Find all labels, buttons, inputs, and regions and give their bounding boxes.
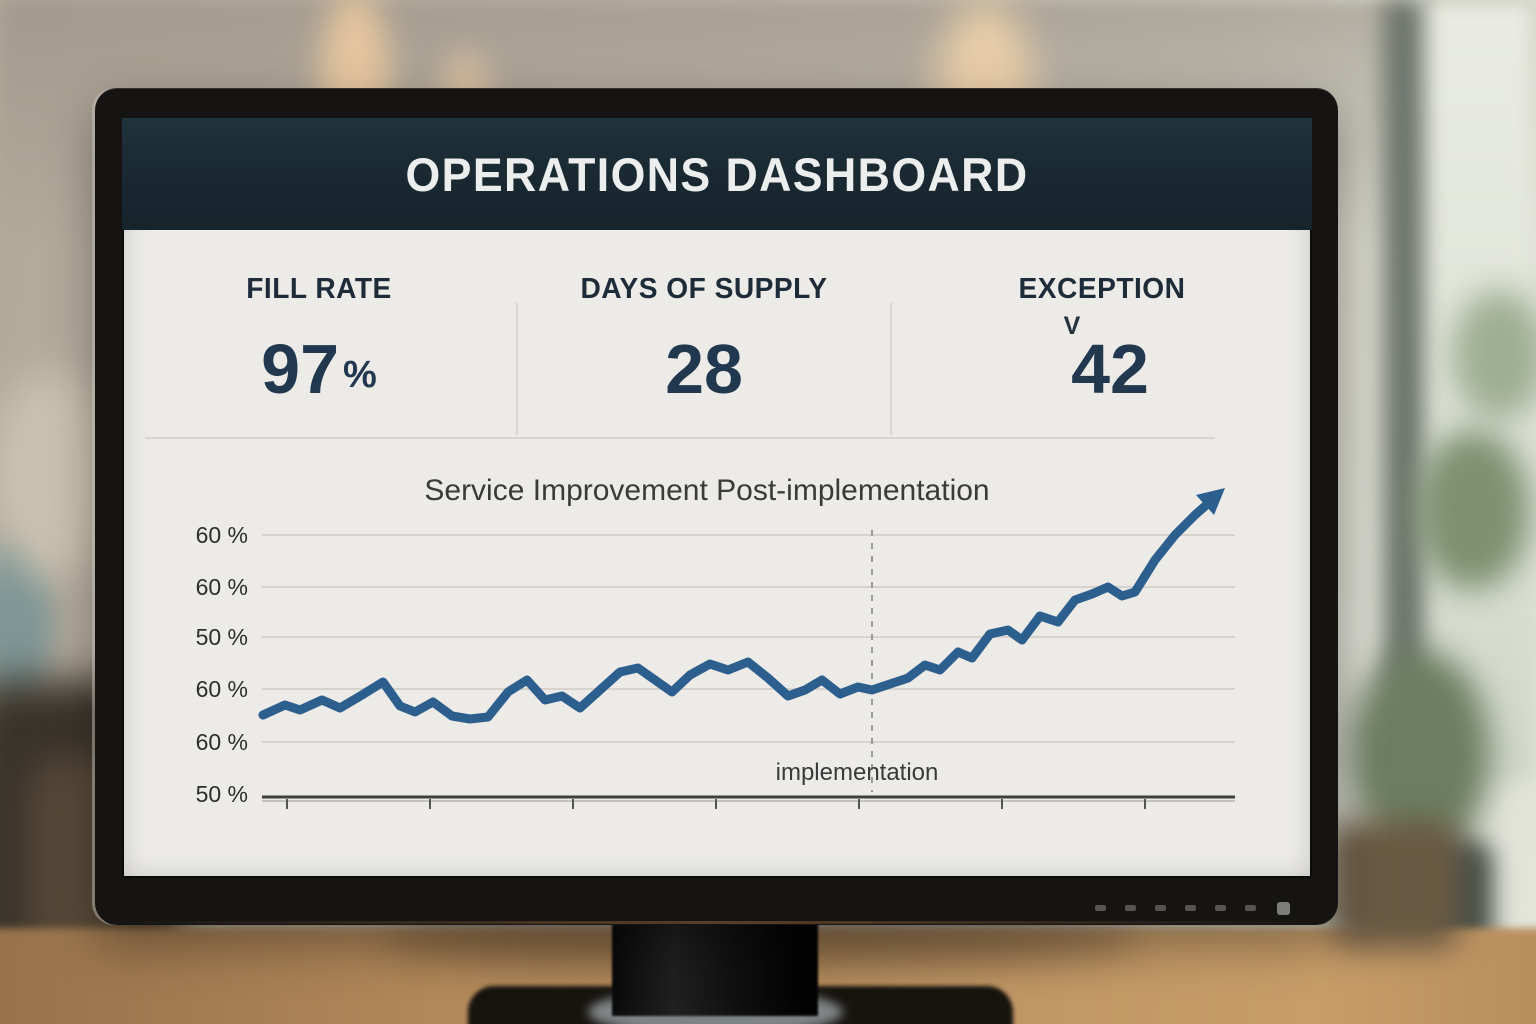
osd-button-1 [1095, 905, 1106, 911]
monitor-stand-column [612, 912, 818, 1016]
kpi-label: DAYS OF SUPPLY [580, 273, 828, 305]
kpi-unit: % [343, 354, 377, 396]
y-axis-tick-label: 60 % [196, 522, 248, 548]
osd-button-4 [1185, 905, 1196, 911]
page-title: OPERATIONS DASHBOARD [405, 147, 1029, 201]
osd-button-3 [1155, 905, 1166, 911]
monitor-bezel: OPERATIONS DASHBOARD FILL RATE 97% DAYS … [95, 88, 1338, 925]
chart-title: Service Improvement Post-implementation [424, 474, 990, 507]
dashboard-screen: OPERATIONS DASHBOARD FILL RATE 97% DAYS … [122, 118, 1312, 878]
plant-foliage [1415, 430, 1530, 590]
kpi-value: 28 [665, 330, 743, 408]
y-axis-tick-label: 60 % [196, 729, 248, 755]
kpi-value: 97% [122, 334, 516, 404]
vertical-divider [516, 303, 518, 435]
y-axis-tick-label: 60 % [196, 574, 248, 600]
power-button [1277, 901, 1290, 915]
service-trend-line [258, 495, 1217, 724]
kpi-days-of-supply: DAYS OF SUPPLY 28 [516, 230, 892, 437]
caret-down-icon: V [1063, 312, 1081, 340]
y-axis-tick-label: 60 % [196, 676, 248, 702]
implementation-annotation: implementation [776, 759, 939, 786]
kpi-exception: EXCEPTION V 42 [892, 230, 1312, 437]
kpi-fill-rate: FILL RATE 97% [122, 230, 516, 437]
bezel-button-strip [1095, 900, 1310, 916]
kpi-value: 42 [1071, 330, 1149, 408]
y-axis-tick-label: 50 % [196, 624, 248, 650]
background-desk-item [1330, 820, 1460, 950]
plant-foliage [1452, 290, 1536, 420]
osd-button-6 [1245, 905, 1256, 911]
vertical-divider [890, 303, 892, 435]
kpi-label: EXCEPTION [1018, 273, 1186, 305]
line-chart: 60 % 60 % 50 % 60 % 60 % 50 % implementation [196, 488, 1235, 809]
kpi-label: FILL RATE [246, 273, 392, 305]
kpi-row: FILL RATE 97% DAYS OF SUPPLY 28 EXCEPTIO… [122, 230, 1312, 437]
horizontal-divider [145, 437, 1215, 439]
arrow-head-icon [1196, 488, 1225, 515]
osd-button-5 [1215, 905, 1226, 911]
kpi-number: 97 [261, 330, 340, 408]
osd-button-2 [1125, 905, 1136, 911]
y-axis-tick-label: 50 % [196, 781, 248, 807]
dashboard-header: OPERATIONS DASHBOARD [122, 118, 1312, 230]
window-mullion [1384, 0, 1424, 690]
